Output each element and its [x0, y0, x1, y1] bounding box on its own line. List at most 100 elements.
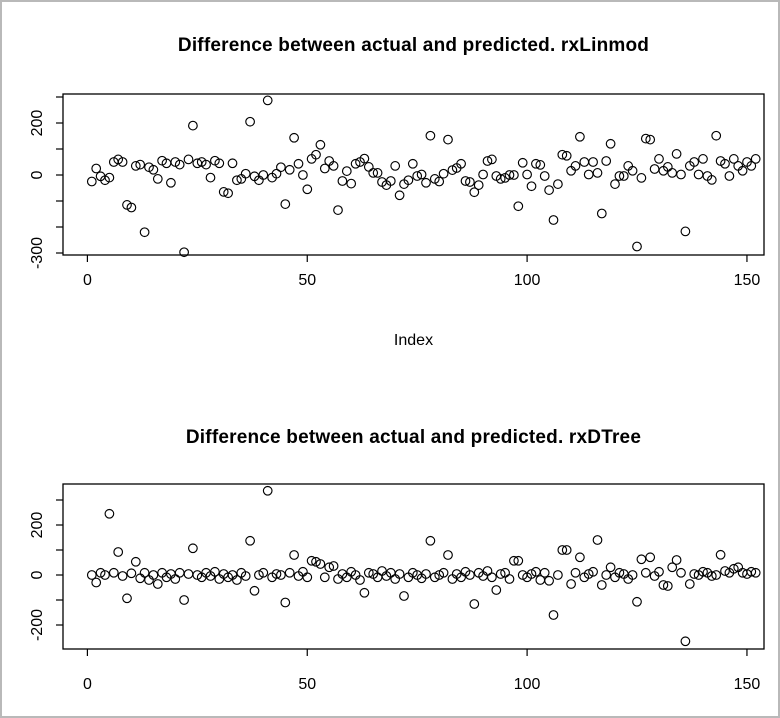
- data-point: [407, 158, 418, 169]
- data-point: [728, 563, 739, 574]
- data-point: [645, 552, 656, 563]
- data-point: [438, 567, 449, 578]
- data-point: [258, 567, 269, 578]
- x-tick-label: 0: [83, 676, 92, 693]
- data-point: [495, 174, 506, 184]
- data-point: [575, 552, 585, 563]
- data-point: [575, 131, 585, 142]
- data-point: [232, 575, 242, 585]
- data-point: [319, 163, 330, 174]
- data-point: [385, 176, 396, 186]
- data-point: [368, 168, 379, 178]
- data-point: [104, 508, 115, 519]
- data-point: [522, 169, 532, 180]
- data-point: [174, 159, 185, 170]
- data-point: [601, 570, 612, 580]
- data-point: [698, 154, 708, 164]
- data-point: [271, 569, 282, 579]
- data-point: [482, 156, 493, 166]
- data-point: [390, 161, 401, 171]
- data-point: [205, 172, 216, 183]
- data-point: [363, 567, 374, 578]
- data-point: [341, 166, 352, 176]
- x-tick-label: 100: [514, 676, 541, 693]
- data-point: [667, 168, 678, 178]
- data-point: [421, 569, 431, 579]
- data-point: [526, 569, 537, 579]
- data-point: [122, 593, 132, 604]
- data-point: [117, 157, 128, 167]
- data-point: [183, 154, 194, 165]
- data-point: [95, 567, 106, 578]
- data-point: [750, 154, 761, 164]
- data-point: [698, 566, 708, 577]
- data-point: [91, 163, 102, 174]
- data-point: [363, 162, 374, 172]
- data-point: [302, 572, 313, 583]
- y-tick-label: 0: [29, 170, 46, 179]
- data-point: [561, 545, 572, 555]
- data-point: [720, 566, 730, 576]
- data-point: [640, 133, 651, 144]
- data-point: [271, 168, 282, 179]
- data-point: [86, 570, 97, 580]
- data-point: [557, 149, 568, 160]
- data-point: [676, 567, 686, 578]
- data-point: [614, 171, 625, 181]
- data-point: [654, 566, 664, 577]
- data-point: [627, 570, 638, 580]
- data-point: [240, 571, 251, 581]
- data-point: [544, 575, 554, 586]
- data-point: [319, 572, 330, 583]
- data-point: [588, 157, 598, 167]
- data-point: [658, 580, 669, 590]
- data-point: [148, 164, 159, 175]
- data-point: [583, 169, 594, 180]
- data-point: [636, 554, 647, 565]
- data-point: [113, 547, 124, 557]
- data-point: [280, 597, 291, 608]
- data-point: [706, 571, 717, 581]
- plot-box: [62, 483, 765, 650]
- data-point: [130, 556, 141, 567]
- data-point: [152, 579, 163, 589]
- data-point: [680, 226, 691, 237]
- data-point: [680, 636, 691, 647]
- data-point: [465, 570, 475, 580]
- data-point: [526, 181, 537, 192]
- data-point: [473, 180, 484, 190]
- data-point: [561, 150, 572, 161]
- data-point: [306, 555, 317, 566]
- data-point: [416, 169, 427, 180]
- data-point: [311, 149, 321, 160]
- data-point: [618, 171, 629, 181]
- data-point: [513, 555, 524, 566]
- x-tick-label: 0: [83, 272, 92, 289]
- data-point: [645, 134, 656, 145]
- data-point: [535, 160, 546, 170]
- data-point: [86, 176, 97, 187]
- data-point: [293, 158, 304, 169]
- data-point: [711, 570, 722, 580]
- data-point: [276, 162, 286, 173]
- data-point: [148, 570, 159, 580]
- data-point: [548, 610, 559, 620]
- data-point: [684, 579, 695, 589]
- plot1-x-axis-label: Index: [393, 332, 434, 349]
- data-point: [289, 132, 299, 143]
- data-point: [443, 134, 453, 145]
- x-tick-label: 150: [734, 272, 761, 289]
- y-tick-label: -300: [29, 237, 46, 269]
- data-point: [152, 174, 163, 184]
- data-point: [188, 543, 198, 554]
- data-point: [640, 567, 651, 578]
- data-point: [311, 556, 321, 567]
- data-point: [262, 485, 273, 496]
- data-point: [135, 159, 146, 170]
- data-point: [245, 116, 255, 127]
- data-point: [566, 579, 576, 589]
- data-point: [728, 154, 739, 164]
- data-point: [553, 179, 563, 189]
- data-point: [662, 581, 673, 591]
